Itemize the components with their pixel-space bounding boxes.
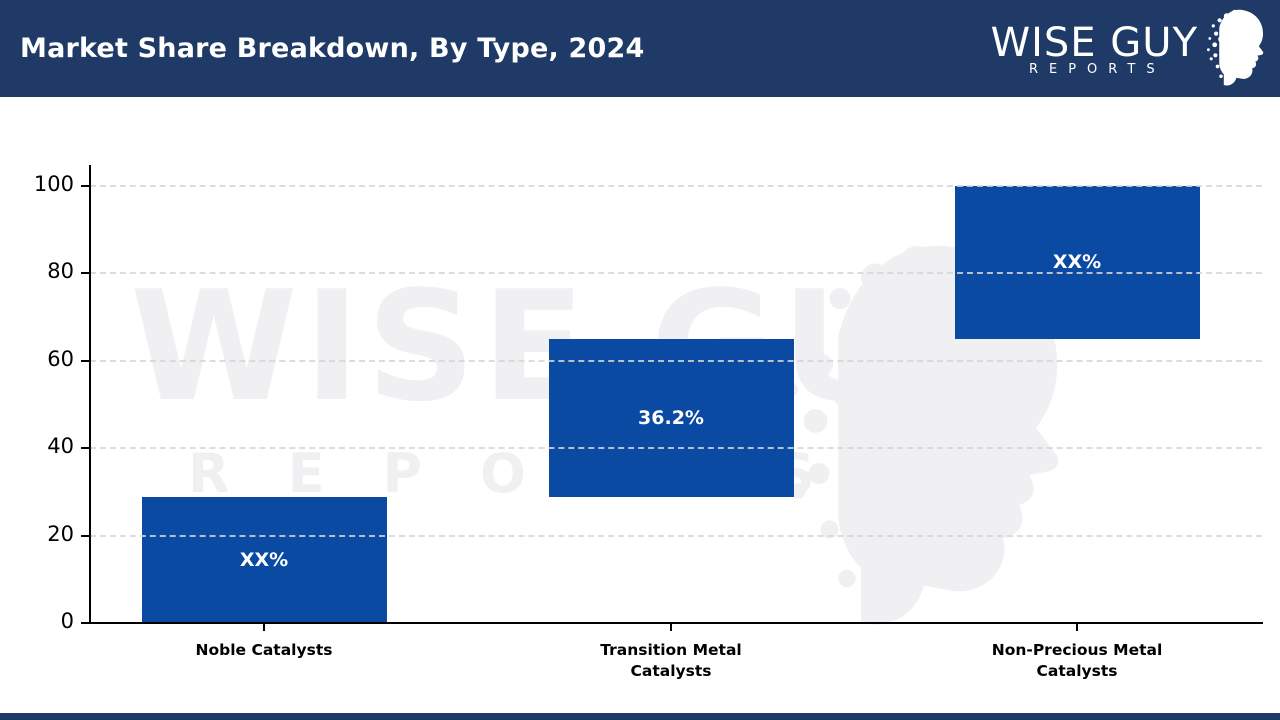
y-tick-label: 100: [33, 172, 74, 196]
y-tick-label: 80: [47, 259, 74, 284]
footer-bar: [0, 713, 1280, 720]
gridline-100: [90, 185, 1262, 187]
logo-wordmark: WISE GUY: [990, 19, 1198, 66]
y-tick-mark: [81, 447, 89, 450]
bar-segment-3: XX%: [954, 186, 1200, 339]
brand-logo: WISE GUY REPORTS: [991, 5, 1270, 93]
x-tick-mark: [670, 624, 672, 631]
gridline-40: [90, 447, 1262, 450]
bar-value-label: 36.2%: [638, 407, 704, 430]
logo-text: WISE GUY REPORTS: [991, 22, 1198, 77]
x-tick-mark: [263, 624, 265, 631]
header-bar: Market Share Breakdown, By Type, 2024 WI…: [0, 0, 1280, 97]
category-label: Noble Catalysts: [195, 641, 333, 659]
y-tick-mark: [81, 622, 89, 624]
y-tick-mark: [81, 359, 89, 362]
x-tick-mark: [1076, 624, 1078, 631]
x-axis-line: [89, 622, 1263, 624]
category-label: Non-Precious Metal Catalysts: [991, 641, 1163, 680]
bar-value-label: XX%: [239, 549, 289, 572]
y-tick-mark: [81, 534, 89, 537]
y-tick-mark: [81, 272, 89, 275]
bar-segment-1: XX%: [141, 497, 387, 623]
logo-face-icon: [1207, 9, 1264, 86]
y-axis-line: [89, 165, 91, 624]
logo-subtitle: REPORTS: [1028, 61, 1166, 77]
page-title: Market Share Breakdown, By Type, 2024: [20, 33, 645, 64]
bar-value-label: XX%: [1052, 251, 1102, 274]
gridline-80: [90, 272, 1262, 275]
y-tick-label: 0: [60, 609, 74, 633]
y-tick-label: 60: [47, 346, 74, 371]
y-tick-label: 40: [47, 434, 74, 459]
y-tick-mark: [81, 185, 89, 187]
gridline-60: [90, 359, 1262, 362]
category-label: Transition Metal Catalysts: [600, 641, 742, 680]
gridline-20: [90, 534, 1262, 537]
bar-segment-2: 36.2%: [548, 338, 794, 498]
y-tick-label: 20: [47, 521, 74, 546]
